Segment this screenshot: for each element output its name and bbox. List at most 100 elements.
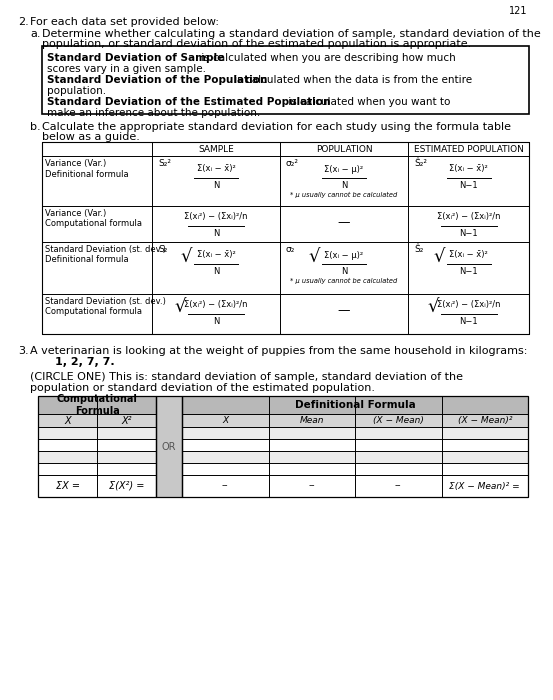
Text: N: N bbox=[341, 267, 347, 276]
Text: Computational formula: Computational formula bbox=[45, 307, 142, 316]
Text: N−1: N−1 bbox=[459, 181, 478, 190]
Text: Σ(xᵢ²) − (Σxᵢ)²/n: Σ(xᵢ²) − (Σxᵢ)²/n bbox=[184, 213, 248, 221]
Text: X: X bbox=[64, 416, 71, 426]
Text: Σ(xᵢ²) − (Σxᵢ)²/n: Σ(xᵢ²) − (Σxᵢ)²/n bbox=[437, 300, 500, 309]
Text: √: √ bbox=[433, 248, 445, 266]
Text: scores vary in a given sample.: scores vary in a given sample. bbox=[47, 64, 206, 74]
Text: σ₂²: σ₂² bbox=[286, 159, 299, 168]
Text: Σ(xᵢ − x̄)²: Σ(xᵢ − x̄)² bbox=[449, 164, 488, 174]
Bar bbox=[38, 451, 156, 463]
Text: Σ(xᵢ − μ)²: Σ(xᵢ − μ)² bbox=[325, 164, 363, 174]
Text: a.: a. bbox=[30, 29, 40, 39]
Bar bbox=[38, 439, 156, 451]
Bar bbox=[182, 451, 528, 463]
Bar bbox=[38, 396, 156, 414]
Text: Σ(xᵢ − x̄)²: Σ(xᵢ − x̄)² bbox=[197, 164, 236, 174]
Text: b.: b. bbox=[30, 122, 40, 132]
Text: --: -- bbox=[395, 482, 401, 491]
Text: OR: OR bbox=[161, 442, 176, 452]
Text: (X − Mean)²: (X − Mean)² bbox=[457, 416, 512, 425]
Text: SAMPLE: SAMPLE bbox=[198, 144, 234, 153]
Bar bbox=[42, 142, 529, 334]
Text: POPULATION: POPULATION bbox=[316, 144, 372, 153]
Text: —: — bbox=[338, 216, 350, 230]
Text: √: √ bbox=[180, 248, 192, 266]
Text: Σ(X²) =: Σ(X²) = bbox=[109, 481, 144, 491]
Text: N−1: N−1 bbox=[459, 230, 478, 239]
Text: N: N bbox=[213, 267, 219, 276]
Text: Definitional formula: Definitional formula bbox=[45, 255, 129, 264]
Bar bbox=[38, 475, 156, 497]
Text: ΣX =: ΣX = bbox=[55, 481, 80, 491]
Text: N: N bbox=[213, 181, 219, 190]
Text: Computational
Formula: Computational Formula bbox=[56, 394, 138, 416]
Text: below as a guide.: below as a guide. bbox=[42, 132, 140, 142]
Bar bbox=[38, 396, 156, 497]
Text: 121: 121 bbox=[509, 6, 527, 16]
Text: —: — bbox=[338, 304, 350, 318]
Text: Ŝ₂²: Ŝ₂² bbox=[414, 159, 427, 168]
Bar bbox=[182, 396, 528, 414]
Text: * μ usually cannot be calculated: * μ usually cannot be calculated bbox=[290, 278, 398, 284]
Text: make an inference about the population.: make an inference about the population. bbox=[47, 108, 260, 118]
Text: 2.: 2. bbox=[18, 17, 29, 27]
Text: --: -- bbox=[309, 482, 315, 491]
Text: is calculated when the data is from the entire: is calculated when the data is from the … bbox=[231, 75, 472, 85]
Text: X: X bbox=[222, 416, 228, 425]
Text: N−1: N−1 bbox=[459, 267, 478, 276]
Bar bbox=[182, 439, 528, 451]
Text: (X − Mean): (X − Mean) bbox=[373, 416, 424, 425]
Bar bbox=[38, 414, 156, 427]
Text: Σ(xᵢ²) − (Σxᵢ)²/n: Σ(xᵢ²) − (Σxᵢ)²/n bbox=[184, 300, 248, 309]
Text: --: -- bbox=[222, 482, 228, 491]
Text: 1, 2, 7, 7.: 1, 2, 7, 7. bbox=[55, 357, 114, 367]
Text: Standard Deviation of the Estimated Population: Standard Deviation of the Estimated Popu… bbox=[47, 97, 331, 107]
Text: For each data set provided below:: For each data set provided below: bbox=[30, 17, 219, 27]
Text: N: N bbox=[341, 181, 347, 190]
Text: Σ(xᵢ − x̄)²: Σ(xᵢ − x̄)² bbox=[449, 251, 488, 260]
Text: Computational formula: Computational formula bbox=[45, 219, 142, 228]
Bar bbox=[156, 396, 182, 497]
Text: √: √ bbox=[427, 298, 439, 316]
Text: √: √ bbox=[309, 248, 320, 266]
Text: Standard Deviation of Sample: Standard Deviation of Sample bbox=[47, 53, 225, 63]
Bar bbox=[182, 396, 528, 497]
Text: S₂: S₂ bbox=[158, 245, 168, 254]
Text: Σ(xᵢ − μ)²: Σ(xᵢ − μ)² bbox=[325, 251, 363, 260]
Text: Σ(X − Mean)² =: Σ(X − Mean)² = bbox=[450, 482, 520, 491]
Text: Definitional formula: Definitional formula bbox=[45, 170, 129, 179]
Bar bbox=[38, 427, 156, 439]
Text: √: √ bbox=[175, 298, 186, 316]
Bar bbox=[182, 463, 528, 475]
Bar bbox=[42, 46, 529, 114]
Text: Ŝ₂: Ŝ₂ bbox=[414, 245, 424, 254]
Text: population.: population. bbox=[47, 86, 106, 96]
Text: Σ(xᵢ − x̄)²: Σ(xᵢ − x̄)² bbox=[197, 251, 236, 260]
Bar bbox=[182, 475, 528, 497]
Bar bbox=[38, 463, 156, 475]
Bar bbox=[156, 396, 182, 497]
Text: N: N bbox=[213, 230, 219, 239]
Bar bbox=[182, 427, 528, 439]
Text: Determine whether calculating a standard deviation of sample, standard deviation: Determine whether calculating a standard… bbox=[42, 29, 541, 39]
Text: A veterinarian is looking at the weight of puppies from the same household in ki: A veterinarian is looking at the weight … bbox=[30, 346, 528, 356]
Text: population or standard deviation of the estimated population.: population or standard deviation of the … bbox=[30, 383, 375, 393]
Text: Variance (Var.): Variance (Var.) bbox=[45, 209, 106, 218]
Text: X²: X² bbox=[121, 416, 132, 426]
Text: ESTIMATED POPULATION: ESTIMATED POPULATION bbox=[414, 144, 524, 153]
Text: population, or standard deviation of the estimated population is appropriate.: population, or standard deviation of the… bbox=[42, 39, 471, 49]
Text: Definitional Formula: Definitional Formula bbox=[295, 400, 415, 410]
Text: Standard Deviation (st. dev.): Standard Deviation (st. dev.) bbox=[45, 245, 166, 254]
Text: (CIRCLE ONE) This is: standard deviation of sample, standard deviation of the: (CIRCLE ONE) This is: standard deviation… bbox=[30, 372, 463, 382]
Text: σ₂: σ₂ bbox=[286, 245, 295, 254]
Text: is calculated when you want to: is calculated when you want to bbox=[285, 97, 450, 107]
Text: N−1: N−1 bbox=[459, 318, 478, 326]
Text: N: N bbox=[213, 318, 219, 326]
Text: Mean: Mean bbox=[300, 416, 324, 425]
Text: S₂²: S₂² bbox=[158, 159, 171, 168]
Text: Calculate the appropriate standard deviation for each study using the formula ta: Calculate the appropriate standard devia… bbox=[42, 122, 511, 132]
Text: Standard Deviation (st. dev.): Standard Deviation (st. dev.) bbox=[45, 297, 166, 306]
Text: * μ usually cannot be calculated: * μ usually cannot be calculated bbox=[290, 192, 398, 198]
Text: is calculated when you are describing how much: is calculated when you are describing ho… bbox=[198, 53, 456, 63]
Text: Variance (Var.): Variance (Var.) bbox=[45, 159, 106, 168]
